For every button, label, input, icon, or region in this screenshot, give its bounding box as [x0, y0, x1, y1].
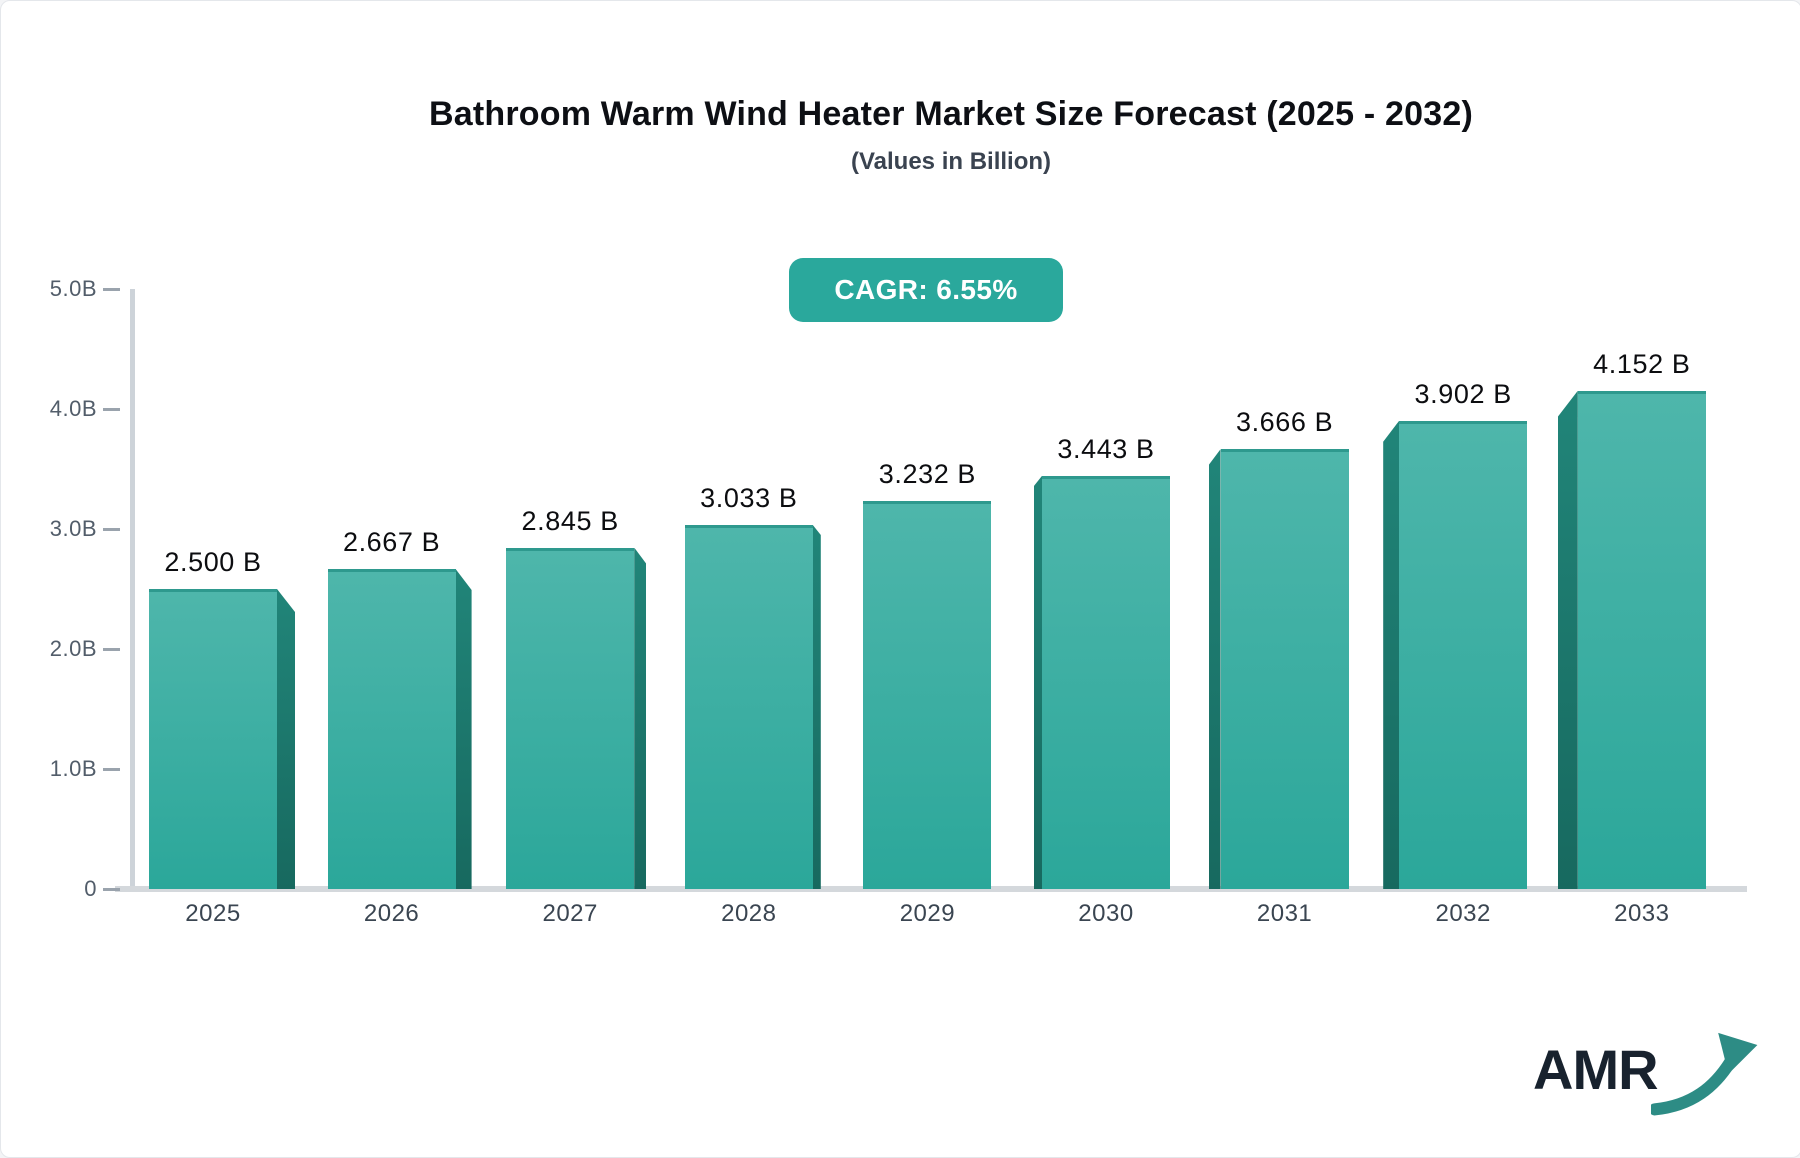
chart-header: Bathroom Warm Wind Heater Market Size Fo…	[51, 1, 1800, 176]
y-axis-tick-label: 3.0B	[49, 516, 97, 541]
y-axis-tick-label: 2.0B	[49, 636, 97, 661]
bar-2031	[1220, 449, 1349, 889]
bar-2032	[1399, 420, 1528, 889]
bar-value-label-2025: 2.500 B	[164, 547, 262, 577]
bar-2030	[1042, 475, 1170, 889]
y-axis-tick-label: 0	[84, 876, 97, 901]
y-axis-tick-label: 5.0B	[49, 276, 97, 301]
bar-value-label-2033: 4.152 B	[1593, 348, 1691, 379]
y-axis-tick-mark	[103, 767, 120, 771]
bar-3d-side-2031	[1208, 449, 1221, 889]
y-axis-line	[130, 289, 135, 890]
bar-value-label-2028: 3.033 B	[700, 483, 798, 514]
bar-3d-side-2027	[634, 547, 647, 889]
x-axis-label-2028: 2028	[721, 900, 777, 927]
bar-value-label-2030: 3.443 B	[1057, 433, 1155, 464]
chart-title: Bathroom Warm Wind Heater Market Size Fo…	[429, 95, 1473, 133]
x-axis-line	[115, 886, 1747, 892]
x-axis-label-2029: 2029	[899, 900, 956, 927]
cagr-badge: CAGR: 6.55%	[789, 258, 1063, 322]
x-axis-label-2030: 2030	[1078, 900, 1134, 927]
bar-2028	[684, 525, 813, 889]
bar-value-label-2029: 3.232 B	[878, 459, 977, 490]
x-axis-label-2033: 2033	[1614, 900, 1670, 927]
brand-logo-text: AMR	[1533, 1038, 1659, 1101]
bar-value-label-2031: 3.666 B	[1235, 407, 1334, 438]
bar-2026	[327, 568, 456, 889]
y-axis-tick-label: 1.0B	[49, 756, 97, 781]
y-axis-tick-mark	[103, 527, 120, 531]
brand-logo: AMR	[1533, 1029, 1763, 1119]
y-axis-tick-mark	[103, 287, 120, 291]
bar-2025	[149, 589, 277, 889]
y-axis-tick-mark	[103, 887, 120, 891]
y-axis-tick-label: 4.0B	[49, 396, 97, 421]
x-axis-label-2026: 2026	[363, 900, 420, 927]
bar-3d-side-2033	[1557, 390, 1578, 889]
x-axis-label-2031: 2031	[1256, 900, 1313, 927]
bar-2033	[1577, 390, 1706, 889]
x-axis-label-2027: 2027	[542, 900, 598, 927]
bar-3d-side-2025	[277, 589, 295, 889]
bar-3d-side-2028	[812, 525, 821, 889]
trend-up-arrow-icon	[1651, 1032, 1758, 1116]
x-axis-label-2025: 2025	[185, 900, 241, 927]
y-axis-tick-mark	[103, 407, 120, 411]
bar-value-label-2032: 3.902 B	[1414, 378, 1512, 409]
bar-3d-side-2032	[1383, 420, 1400, 889]
bar-value-label-2026: 2.667 B	[342, 526, 441, 557]
bar-3d-side-2026	[455, 568, 472, 889]
chart-subtitle: (Values in Billion)	[850, 148, 1052, 175]
bar-value-label-2027: 2.845 B	[521, 505, 619, 536]
bar-3d-side-2030	[1034, 475, 1042, 889]
x-axis-label-2032: 2032	[1435, 900, 1491, 927]
bar-2029	[863, 501, 992, 889]
bar-2027	[506, 547, 635, 889]
y-axis-tick-mark	[103, 647, 120, 651]
